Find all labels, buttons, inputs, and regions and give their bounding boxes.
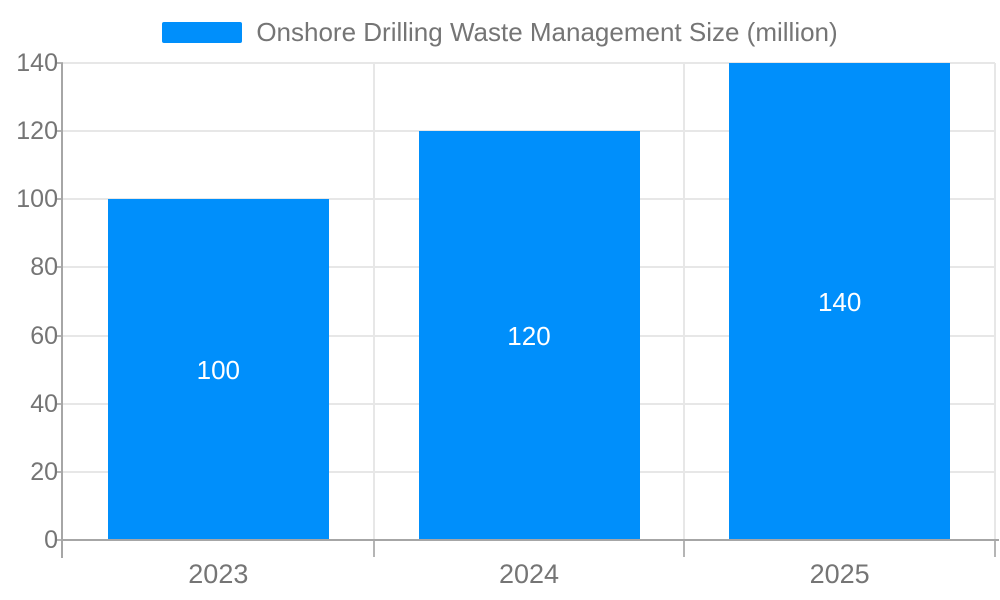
y-tick-label: 40 xyxy=(30,389,58,418)
y-axis-tick xyxy=(56,334,63,337)
y-axis-tick xyxy=(56,130,63,133)
y-tick-label: 140 xyxy=(16,49,58,77)
legend-swatch-icon xyxy=(162,21,243,43)
bar-value-label: 100 xyxy=(196,354,241,385)
x-axis-line xyxy=(63,539,999,541)
x-axis-tick xyxy=(994,540,996,557)
gridline-v xyxy=(372,63,375,540)
y-tick-label: 100 xyxy=(16,185,58,214)
y-axis-tick xyxy=(56,266,63,269)
y-axis-tick xyxy=(56,62,63,64)
y-axis-tick xyxy=(56,402,63,405)
gridline-v xyxy=(994,63,996,540)
x-tick-label: 2025 xyxy=(809,559,870,589)
gridline-v xyxy=(683,63,686,540)
y-tick-label: 60 xyxy=(30,321,58,350)
x-axis-tick xyxy=(683,540,686,557)
y-tick-label: 80 xyxy=(30,253,58,282)
x-axis-tick xyxy=(372,540,375,557)
legend[interactable]: Onshore Drilling Waste Management Size (… xyxy=(0,13,1000,51)
bar-value-label: 140 xyxy=(817,286,862,317)
y-tick-label: 120 xyxy=(16,117,58,146)
x-tick-label: 2023 xyxy=(188,559,249,589)
y-tick-label: 0 xyxy=(44,526,58,554)
gridline-h xyxy=(63,62,995,64)
y-axis-line xyxy=(61,63,63,558)
y-tick-label: 20 xyxy=(30,457,58,486)
y-axis-tick xyxy=(56,539,63,541)
bar[interactable]: 100 xyxy=(107,199,329,540)
bar-value-label: 120 xyxy=(507,320,551,351)
x-tick-label: 2024 xyxy=(498,559,560,589)
y-axis-tick xyxy=(56,470,63,473)
bar[interactable]: 120 xyxy=(418,131,640,540)
legend-label: Onshore Drilling Waste Management Size (… xyxy=(256,17,838,47)
bar[interactable]: 140 xyxy=(729,63,951,540)
y-axis-tick xyxy=(56,198,63,201)
